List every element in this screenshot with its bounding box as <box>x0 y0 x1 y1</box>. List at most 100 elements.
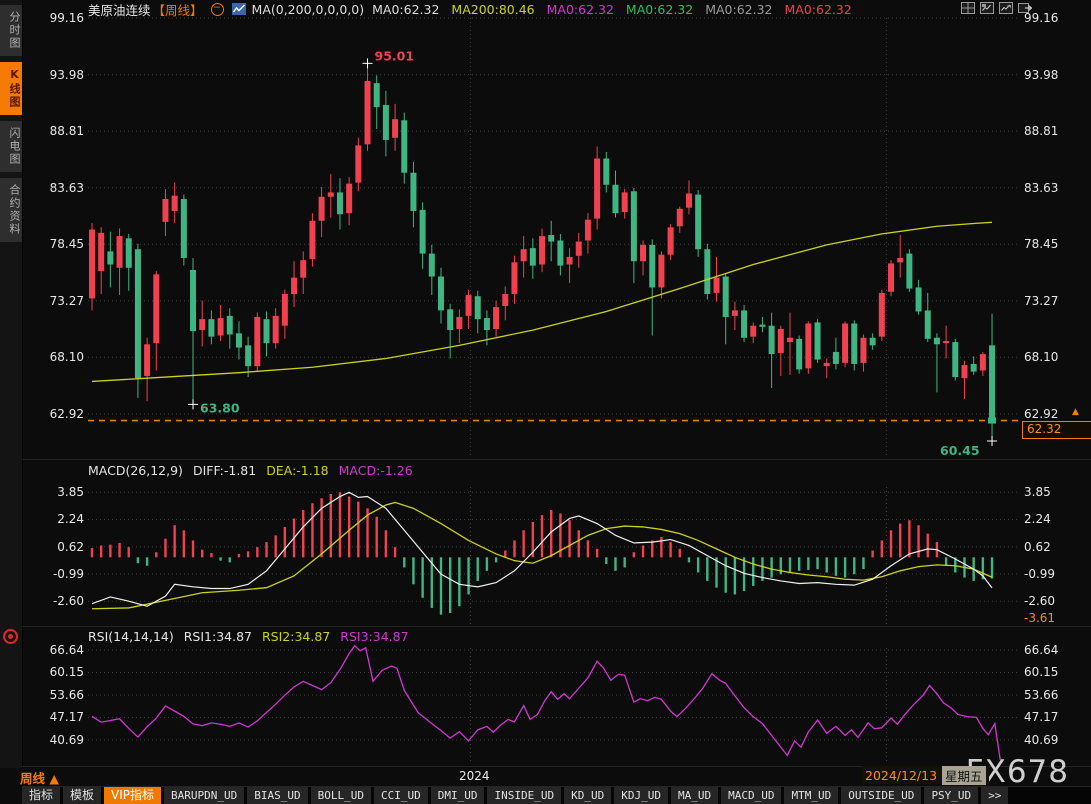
axis-tick: 3.85 <box>1024 485 1051 500</box>
axis-tick: 3.85 <box>57 485 84 500</box>
axis-tick: 73.27 <box>1024 293 1059 308</box>
axis-tick: 83.63 <box>49 180 84 195</box>
toolbar-item-MTM_UD[interactable]: MTM_UD <box>784 787 839 804</box>
toolbar-item-[interactable]: >> <box>981 787 1009 804</box>
axis-tick: 0.62 <box>1024 539 1051 554</box>
indicator-toolbar: 指标 模板 VIP指标 BARUPDN_UD BIAS_UD BOLL_UD CCI_UD D… <box>22 787 1091 804</box>
axis-tick: 60.15 <box>1024 665 1059 680</box>
pane-maximize-icon[interactable] <box>980 2 994 14</box>
axis-tick: 93.98 <box>1024 67 1059 82</box>
rsi-title-row: RSI(14,14,14) RSI1:34.87 RSI2:34.87 RSI3… <box>88 629 409 646</box>
pane-separator <box>22 459 1091 460</box>
toolbar-item-BIAS_UD[interactable]: BIAS_UD <box>247 787 308 804</box>
toolbar-item-PSY_UD[interactable]: PSY_UD <box>924 787 979 804</box>
axis-tick: 40.69 <box>1024 732 1059 747</box>
last-price-badge: 62.32 <box>1022 421 1091 439</box>
ma-value-5: MA0:62.32 <box>784 1 852 17</box>
axis-tick: 68.10 <box>1024 350 1059 365</box>
toolbar-item-BARUPDN_UD[interactable]: BARUPDN_UD <box>164 787 245 804</box>
axis-tick: 99.16 <box>49 11 84 25</box>
ma-values: MA0:62.32 MA200:80.46 MA0:62.32 MA0:62.32 MA… <box>372 2 852 17</box>
toolbar-item-BOLL_UD[interactable]: BOLL_UD <box>310 787 371 804</box>
cursor-weekday: 星期五 <box>942 765 986 785</box>
ma-value-1: MA200:80.46 <box>451 1 535 17</box>
left-price-axis: 99.16 93.98 88.81 83.63 78.45 73.27 68.10 62.92… <box>24 0 84 786</box>
period-selector[interactable]: 周线 ▲ <box>20 771 59 786</box>
chart-thumbnail-icon[interactable] <box>231 3 246 15</box>
svg-text:63.80: 63.80 <box>200 400 240 415</box>
pane-controls <box>961 2 1032 14</box>
toolbar-item-MA_UD[interactable]: MA_UD <box>670 787 719 804</box>
collapse-icon[interactable]: − <box>210 2 224 16</box>
pane-restore-icon[interactable] <box>999 2 1013 14</box>
axis-tick: 66.64 <box>49 643 84 657</box>
grid-layout-icon[interactable] <box>961 2 975 14</box>
toolbar-item-KD_UD[interactable]: KD_UD <box>564 787 612 804</box>
chart-type-sidebar: 分时图 K线图闪电图合约资料 <box>0 0 23 768</box>
chart-header-legend: 美原油连续 【周线】 − MA(0,200,0,0,0,0) MA0:62.32… <box>88 1 852 18</box>
axis-tick: 78.45 <box>1024 237 1059 252</box>
axis-tick: -2.60 <box>1024 594 1056 609</box>
toolbar-item-指标[interactable]: 指标 <box>22 787 61 804</box>
sidebar-tab-合约资料[interactable]: 合约资料 <box>0 178 22 242</box>
pane-separator <box>22 786 1091 787</box>
axis-tick: 83.63 <box>1024 180 1059 195</box>
rsi-title: RSI(14,14,14) <box>88 629 174 644</box>
pane-separator <box>22 766 1091 767</box>
year-axis-label: 2024 <box>459 769 490 783</box>
svg-text:95.01: 95.01 <box>375 48 415 63</box>
toolbar-item-INSIDE_UD[interactable]: INSIDE_UD <box>487 787 562 804</box>
toolbar-item-CCI_UD[interactable]: CCI_UD <box>373 787 428 804</box>
axis-tick: 88.81 <box>1024 124 1059 139</box>
axis-tick: 60.15 <box>49 665 84 680</box>
axis-tick: 66.64 <box>1024 643 1059 657</box>
rsi2-value: RSI2:34.87 <box>262 629 331 644</box>
period-tag: 【周线】 <box>152 2 203 18</box>
macd-title: MACD(26,12,9) <box>88 463 183 478</box>
axis-tick: -2.60 <box>52 594 84 609</box>
crosshair-target-icon[interactable] <box>3 629 18 644</box>
sidebar-tab-分时图[interactable]: 分时图 <box>0 5 22 56</box>
chart-canvas[interactable]: 95.01 63.80 60.45 <box>0 0 1091 786</box>
pane-separator <box>22 626 1091 627</box>
export-pane-icon[interactable] <box>1018 2 1032 14</box>
cursor-date-badge: 2024/12/13 星期五 <box>862 765 989 785</box>
ma-value-2: MA0:62.32 <box>546 1 614 17</box>
axis-tick: 40.69 <box>49 732 84 747</box>
toolbar-item-MACD_UD[interactable]: MACD_UD <box>721 787 782 804</box>
ma-value-3: MA0:62.32 <box>625 1 694 17</box>
axis-tick: 53.66 <box>49 687 84 702</box>
symbol-name: 美原油连续 <box>88 2 151 18</box>
macd-title-row: MACD(26,12,9) DIFF:-1.81 DEA:-1.18 MACD:… <box>88 463 413 480</box>
axis-tick: 88.81 <box>49 124 84 139</box>
axis-tick: 53.66 <box>1024 687 1059 702</box>
axis-tick: 2.24 <box>1024 512 1051 527</box>
axis-tick: 68.10 <box>49 350 84 365</box>
toolbar-item-模板[interactable]: 模板 <box>63 787 102 804</box>
axis-tick: 47.17 <box>1024 710 1059 725</box>
ma-value-0: MA0:62.32 <box>372 1 440 17</box>
macd-dea-value: DEA:-1.18 <box>266 463 329 478</box>
axis-tick: 0.62 <box>57 539 84 554</box>
sidebar-tab-K线图[interactable]: K线图 <box>0 62 22 115</box>
macd-diff-value: DIFF:-1.81 <box>192 463 257 478</box>
right-price-axis: 99.16 93.98 88.81 83.63 78.45 73.27 68.10 62.92… <box>1024 0 1090 786</box>
toolbar-item-KDJ_UD[interactable]: KDJ_UD <box>614 787 668 804</box>
cursor-date: 2024/12/13 <box>865 767 938 783</box>
macd-current-badge: -3.61 <box>1024 611 1056 625</box>
toolbar-item-OUTSIDE_UD[interactable]: OUTSIDE_UD <box>841 787 922 804</box>
toolbar-item-DMI_UD[interactable]: DMI_UD <box>430 787 485 804</box>
rsi3-value: RSI3:34.87 <box>340 629 409 644</box>
sidebar-tab-闪电图[interactable]: 闪电图 <box>0 121 22 172</box>
last-price-arrow-icon: ▲ <box>1072 407 1079 417</box>
ma-value-4: MA0:62.32 <box>705 1 773 17</box>
axis-tick: 47.17 <box>49 710 84 725</box>
rsi1-value: RSI1:34.87 <box>183 629 252 644</box>
axis-tick: -0.99 <box>1024 567 1056 581</box>
toolbar-item-VIP指标[interactable]: VIP指标 <box>104 787 162 804</box>
axis-tick: 93.98 <box>49 67 84 82</box>
ma-settings-label: MA(0,200,0,0,0,0) <box>251 1 365 17</box>
axis-tick: 2.24 <box>57 512 84 527</box>
axis-tick: 62.92 <box>1024 406 1059 421</box>
